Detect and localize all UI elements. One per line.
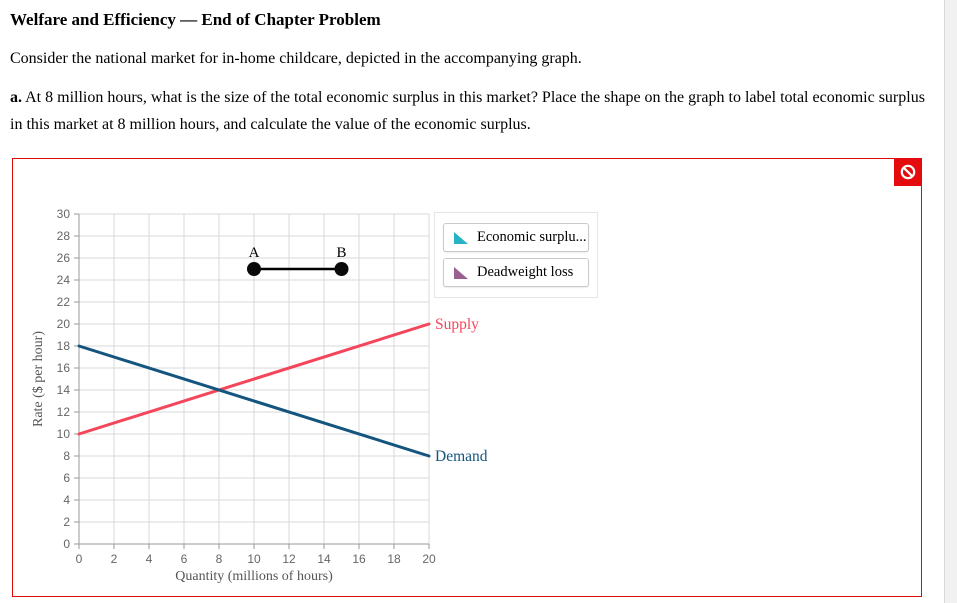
legend-label: Economic surplu... bbox=[477, 229, 587, 245]
svg-text:18: 18 bbox=[57, 339, 71, 353]
svg-text:2: 2 bbox=[111, 552, 118, 566]
legend-label: Deadweight loss bbox=[477, 264, 574, 280]
svg-text:4: 4 bbox=[146, 552, 153, 566]
svg-text:20: 20 bbox=[422, 552, 436, 566]
svg-text:24: 24 bbox=[57, 273, 71, 287]
part-a-label: a. bbox=[10, 88, 22, 106]
svg-text:10: 10 bbox=[247, 552, 261, 566]
y-axis-title: Rate ($ per hour) bbox=[31, 331, 46, 427]
svg-text:16: 16 bbox=[57, 361, 71, 375]
disabled-badge bbox=[894, 158, 922, 186]
point-A-label: A bbox=[249, 245, 260, 261]
svg-text:2: 2 bbox=[63, 515, 70, 529]
svg-text:10: 10 bbox=[57, 427, 71, 441]
axes: 0 2 4 6 8 10 12 14 16 18 2002468101214161820222426… bbox=[57, 207, 436, 566]
supply-demand-chart[interactable]: 0 2 4 6 8 10 12 14 16 18 2002468101214161820222426… bbox=[13, 159, 923, 598]
svg-text:30: 30 bbox=[57, 207, 71, 221]
svg-text:28: 28 bbox=[57, 229, 71, 243]
economic-surplus-triangle-icon bbox=[454, 231, 468, 244]
svg-text:26: 26 bbox=[57, 251, 71, 265]
point-A-handle[interactable] bbox=[247, 262, 261, 276]
supply-curve bbox=[77, 322, 431, 436]
svg-text:14: 14 bbox=[317, 552, 331, 566]
part-a-text: a. At 8 million hours, what is the size … bbox=[10, 84, 930, 139]
legend-item-economic-surplus[interactable]: Economic surplu... bbox=[443, 223, 589, 252]
supply-label: Supply bbox=[435, 316, 479, 333]
svg-text:22: 22 bbox=[57, 295, 71, 309]
svg-text:8: 8 bbox=[216, 552, 223, 566]
demand-curve bbox=[77, 344, 431, 458]
point-B-label: B bbox=[336, 245, 346, 261]
svg-text:14: 14 bbox=[57, 383, 71, 397]
graph-panel: 0 2 4 6 8 10 12 14 16 18 20 0 2 4 6 8 10 12 14 16 18 20 22 24 26… bbox=[12, 158, 922, 597]
x-axis-title: Quantity (millions of hours) bbox=[175, 569, 333, 584]
svg-text:6: 6 bbox=[63, 471, 70, 485]
demand-label: Demand bbox=[435, 448, 488, 465]
problem-content: Welfare and Efficiency — End of Chapter … bbox=[0, 0, 944, 139]
svg-text:12: 12 bbox=[57, 405, 71, 419]
svg-text:20: 20 bbox=[57, 317, 71, 331]
svg-text:18: 18 bbox=[387, 552, 401, 566]
page-title: Welfare and Efficiency — End of Chapter … bbox=[10, 10, 381, 29]
legend-item-deadweight-loss[interactable]: Deadweight loss bbox=[443, 258, 589, 287]
no-entry-icon bbox=[900, 164, 916, 180]
intro-text: Consider the national market for in-home… bbox=[10, 50, 582, 68]
shape-legend: Economic surplu... Deadweight loss bbox=[434, 212, 598, 298]
svg-text:8: 8 bbox=[63, 449, 70, 463]
point-B-handle[interactable] bbox=[334, 262, 349, 276]
svg-text:12: 12 bbox=[282, 552, 296, 566]
scrollbar-track[interactable] bbox=[944, 0, 957, 603]
deadweight-loss-triangle-icon bbox=[454, 266, 468, 279]
svg-text:4: 4 bbox=[63, 493, 70, 507]
svg-text:6: 6 bbox=[181, 552, 188, 566]
svg-text:0: 0 bbox=[76, 552, 83, 566]
svg-text:0: 0 bbox=[63, 537, 70, 551]
svg-text:16: 16 bbox=[352, 552, 366, 566]
part-a-question: At 8 million hours, what is the size of … bbox=[10, 88, 925, 134]
